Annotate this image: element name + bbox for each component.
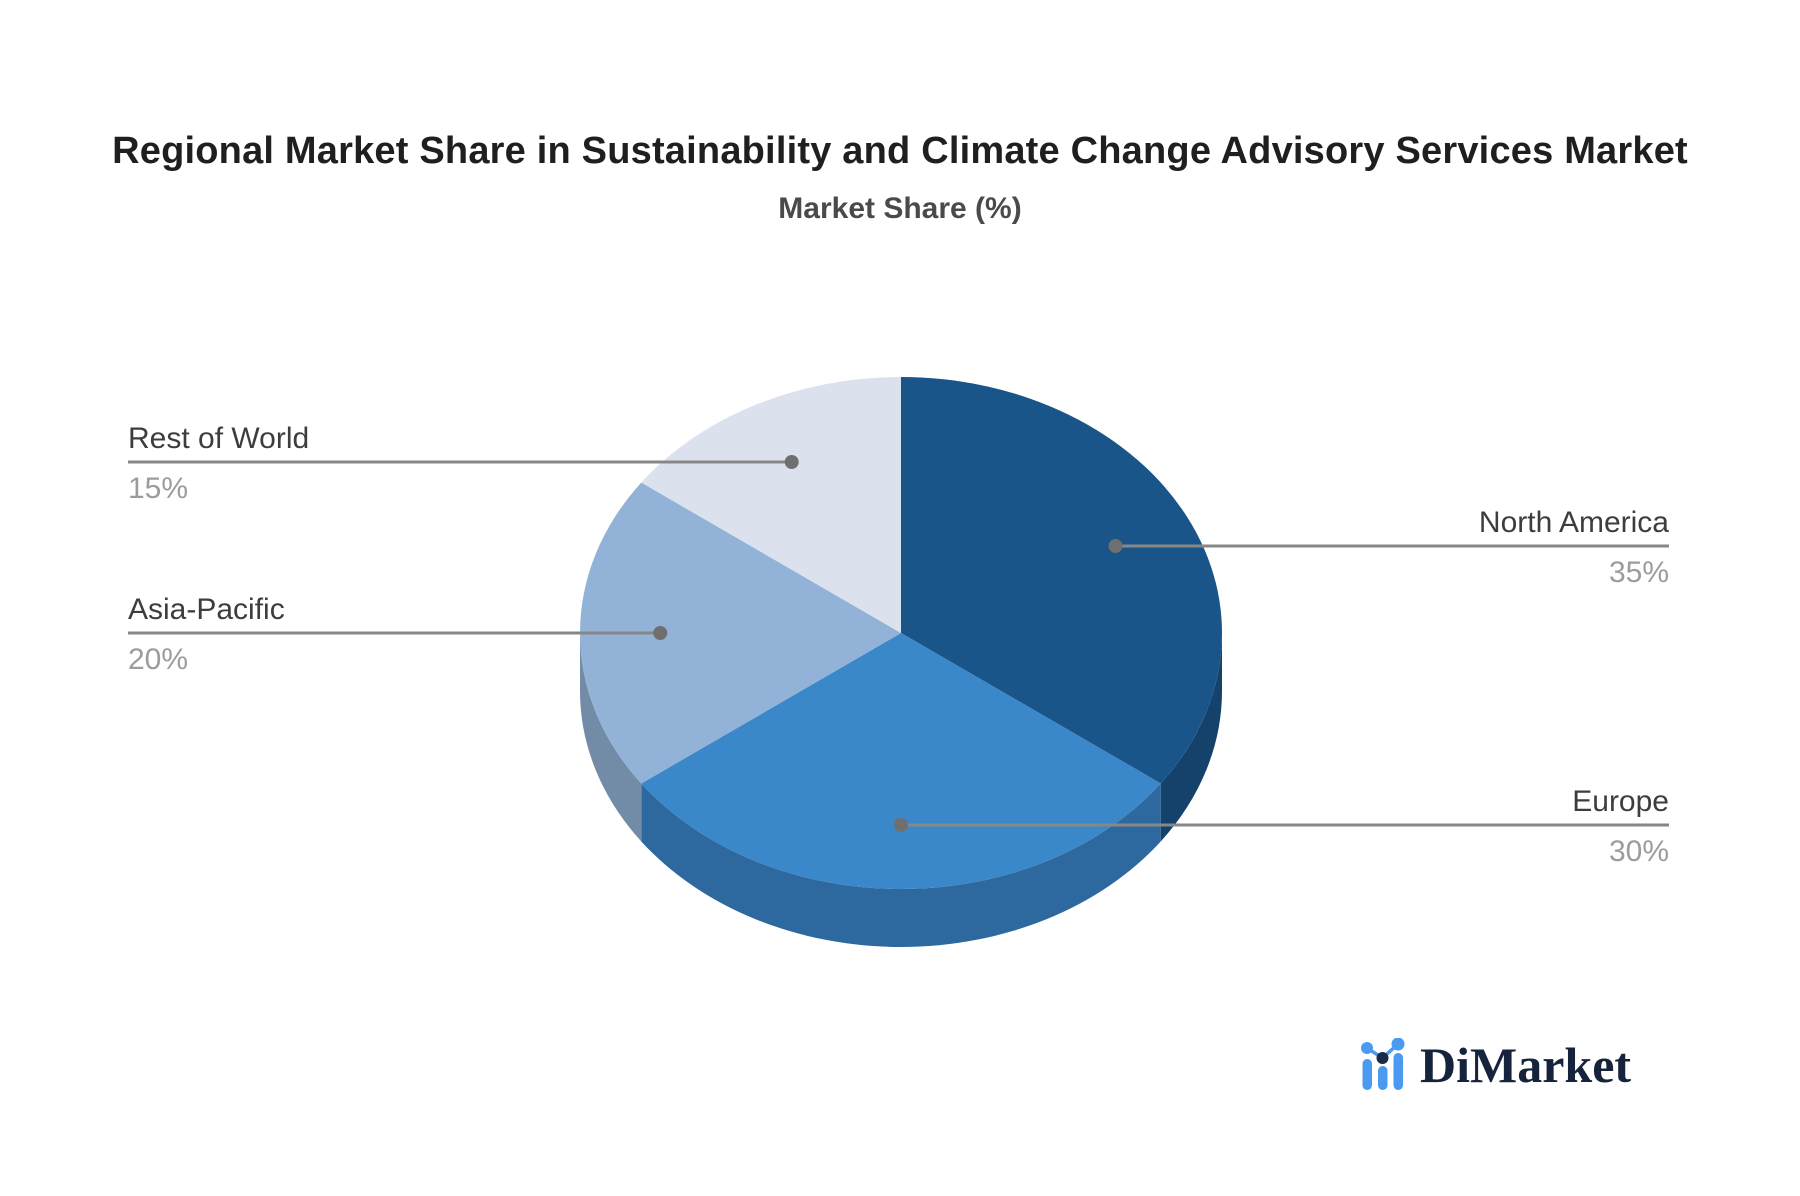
pie-slice-north-america[interactable] (901, 377, 1222, 784)
pie-slice-asia-pacific[interactable] (580, 482, 901, 784)
slice-percent-north-america: 35% (1608, 556, 1669, 589)
label-dot-rest-of-world (784, 455, 799, 469)
pie-slice-rest-of-world[interactable] (641, 377, 901, 633)
slice-label-europe: Europe (1572, 785, 1669, 818)
dimarket-logo: DiMarket (1360, 1038, 1631, 1092)
label-dot-europe (894, 818, 908, 832)
dimarket-bar-chart-logo-icon (1361, 1038, 1405, 1090)
pie-slice-side-north-america (1160, 633, 1222, 842)
logo-wordmark: DiMarket (1420, 1037, 1632, 1093)
slice-label-north-america: North America (1478, 506, 1669, 539)
slice-percent-rest-of-world: 15% (128, 472, 189, 505)
label-dot-north-america (1108, 539, 1123, 553)
slice-label-asia-pacific: Asia-Pacific (128, 593, 285, 626)
pie-slice-side-asia-pacific (580, 633, 642, 842)
chart-subtitle: Market Share (%) (778, 192, 1022, 225)
chart-title: Regional Market Share in Sustainability … (112, 130, 1688, 172)
pie-slice-side-europe (641, 783, 1161, 947)
slice-label-rest-of-world: Rest of World (128, 422, 310, 455)
slice-percent-asia-pacific: 20% (128, 643, 189, 676)
slice-percent-europe: 30% (1608, 835, 1669, 868)
label-dot-asia-pacific (653, 626, 668, 640)
